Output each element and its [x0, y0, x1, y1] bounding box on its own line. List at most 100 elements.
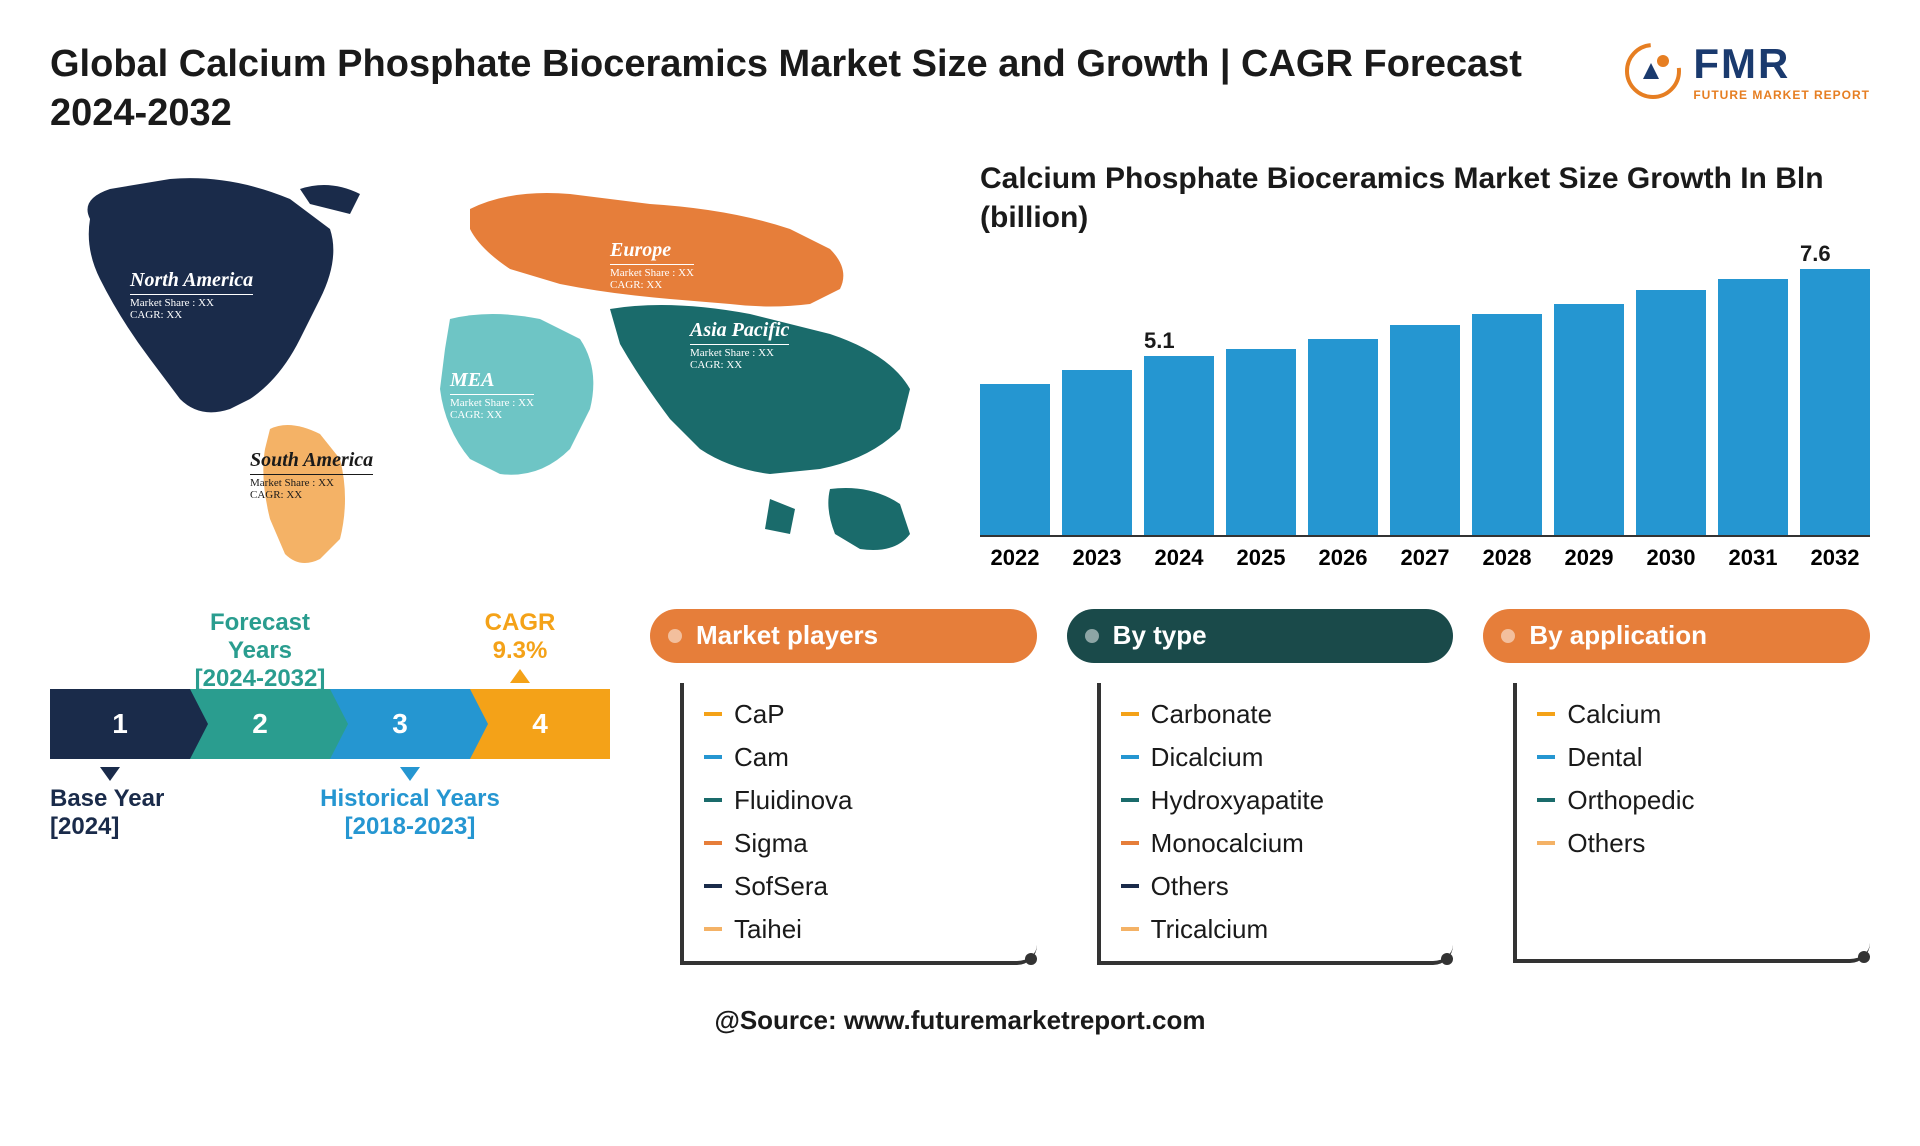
- timeline-segment: 4: [470, 689, 610, 759]
- x-label: 2032: [1800, 545, 1870, 571]
- bar: [1308, 339, 1378, 535]
- marker-icon: [1121, 841, 1139, 845]
- region-label: MEAMarket Share : XXCAGR: XX: [450, 369, 534, 421]
- category-body: Carbonate Dicalcium Hydroxyapatite Monocalc…: [1097, 683, 1454, 965]
- x-label: 2030: [1636, 545, 1706, 571]
- region-label: Asia PacificMarket Share : XXCAGR: XX: [690, 319, 789, 371]
- item-label: Tricalcium: [1151, 914, 1268, 945]
- timeline-bar: 1234: [50, 689, 610, 759]
- marker-icon: [1537, 712, 1555, 716]
- marker-icon: [704, 755, 722, 759]
- list-item: SofSera: [704, 865, 1037, 908]
- list-item: Sigma: [704, 822, 1037, 865]
- bar-value-label: 5.1: [1144, 328, 1175, 354]
- marker-icon: [1537, 755, 1555, 759]
- category: Market players CaP Cam Fluidinova Sigma SofSe…: [650, 609, 1037, 965]
- marker-icon: [704, 798, 722, 802]
- list-item: CaP: [704, 693, 1037, 736]
- category-header: By application: [1483, 609, 1870, 663]
- region-label: South AmericaMarket Share : XXCAGR: XX: [250, 449, 373, 501]
- chart-title: Calcium Phosphate Bioceramics Market Siz…: [980, 159, 1870, 237]
- bars-container: 5.1 7.6: [980, 257, 1870, 537]
- x-label: 2024: [1144, 545, 1214, 571]
- category-header: Market players: [650, 609, 1037, 663]
- marker-icon: [1537, 798, 1555, 802]
- x-label: 2026: [1308, 545, 1378, 571]
- item-label: Others: [1151, 871, 1229, 902]
- marker-icon: [1537, 841, 1555, 845]
- base-year-label: Base Year [2024]: [50, 767, 190, 841]
- region-label: North AmericaMarket Share : XXCAGR: XX: [130, 269, 253, 321]
- list-item: Fluidinova: [704, 779, 1037, 822]
- region-label: EuropeMarket Share : XXCAGR: XX: [610, 239, 694, 291]
- marker-icon: [1121, 712, 1139, 716]
- marker-icon: [704, 927, 722, 931]
- item-label: Dicalcium: [1151, 742, 1264, 773]
- x-label: 2023: [1062, 545, 1132, 571]
- item-label: Monocalcium: [1151, 828, 1304, 859]
- historical-label: Historical Years [2018-2023]: [310, 767, 510, 841]
- category-body: CaP Cam Fluidinova Sigma SofSera Taihei: [680, 683, 1037, 965]
- marker-icon: [1121, 884, 1139, 888]
- list-item: Carbonate: [1121, 693, 1454, 736]
- marker-icon: [704, 884, 722, 888]
- marker-icon: [1121, 798, 1139, 802]
- item-label: Cam: [734, 742, 789, 773]
- item-label: Taihei: [734, 914, 802, 945]
- timeline-segment: 1: [50, 689, 190, 759]
- list-item: Cam: [704, 736, 1037, 779]
- x-label: 2027: [1390, 545, 1460, 571]
- bar: [1472, 314, 1542, 535]
- x-label: 2031: [1718, 545, 1788, 571]
- timeline: Forecast Years [2024-2032] CAGR 9.3% 123…: [50, 609, 610, 857]
- list-item: Orthopedic: [1537, 779, 1870, 822]
- x-axis-labels: 2022202320242025202620272028202920302031…: [980, 545, 1870, 571]
- marker-icon: [704, 841, 722, 845]
- item-label: SofSera: [734, 871, 828, 902]
- logo: FMR FUTURE MARKET REPORT: [1623, 40, 1870, 102]
- cagr-label: CAGR 9.3%: [470, 609, 570, 683]
- category: By typeCarbonateDicalciumHydroxyapatiteM…: [1067, 609, 1454, 965]
- bar: 5.1: [1144, 356, 1214, 535]
- item-label: Dental: [1567, 742, 1642, 773]
- list-item: Hydroxyapatite: [1121, 779, 1454, 822]
- timeline-segment: 2: [190, 689, 330, 759]
- bar: 7.6: [1800, 269, 1870, 535]
- item-label: Calcium: [1567, 699, 1661, 730]
- categories: Market players CaP Cam Fluidinova Sigma SofSe…: [650, 609, 1870, 965]
- bar: [1226, 349, 1296, 535]
- list-item: Dicalcium: [1121, 736, 1454, 779]
- item-label: Carbonate: [1151, 699, 1272, 730]
- source-text: @Source: www.futuremarketreport.com: [50, 1005, 1870, 1036]
- category-title: Market players: [696, 620, 878, 651]
- list-item: Taihei: [704, 908, 1037, 951]
- list-item: Tricalcium: [1121, 908, 1454, 951]
- bar: [980, 384, 1050, 535]
- timeline-segment: 3: [330, 689, 470, 759]
- x-label: 2022: [980, 545, 1050, 571]
- list-item: Calcium: [1537, 693, 1870, 736]
- item-label: CaP: [734, 699, 785, 730]
- item-label: Sigma: [734, 828, 808, 859]
- bar: [1718, 279, 1788, 535]
- bar: [1062, 370, 1132, 535]
- marker-icon: [1121, 755, 1139, 759]
- list-item: Dental: [1537, 736, 1870, 779]
- category-body: Calcium Dental Orthopedic Others: [1513, 683, 1870, 963]
- item-label: Others: [1567, 828, 1645, 859]
- bar: [1390, 325, 1460, 535]
- logo-icon: [1623, 41, 1683, 101]
- page-title: Global Calcium Phosphate Bioceramics Mar…: [50, 40, 1550, 139]
- item-label: Orthopedic: [1567, 785, 1694, 816]
- x-label: 2029: [1554, 545, 1624, 571]
- marker-icon: [1121, 927, 1139, 931]
- category-title: By application: [1529, 620, 1707, 651]
- bar: [1554, 304, 1624, 535]
- list-item: Monocalcium: [1121, 822, 1454, 865]
- bar-value-label: 7.6: [1800, 241, 1831, 267]
- logo-sub-text: FUTURE MARKET REPORT: [1693, 88, 1870, 102]
- list-item: Others: [1121, 865, 1454, 908]
- world-map: North AmericaMarket Share : XXCAGR: XX So…: [50, 159, 950, 579]
- bar-chart: Calcium Phosphate Bioceramics Market Siz…: [980, 159, 1870, 579]
- x-label: 2028: [1472, 545, 1542, 571]
